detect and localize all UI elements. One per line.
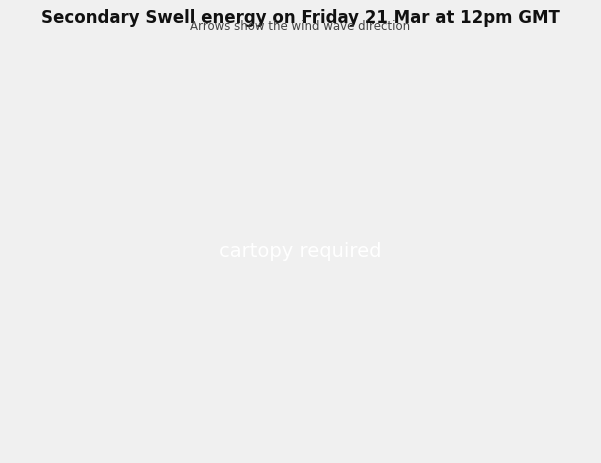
Text: cartopy required: cartopy required <box>219 242 382 261</box>
Text: Secondary Swell energy on Friday 21 Mar at 12pm GMT: Secondary Swell energy on Friday 21 Mar … <box>41 9 560 27</box>
Text: Arrows show the wind wave direction: Arrows show the wind wave direction <box>191 20 410 33</box>
